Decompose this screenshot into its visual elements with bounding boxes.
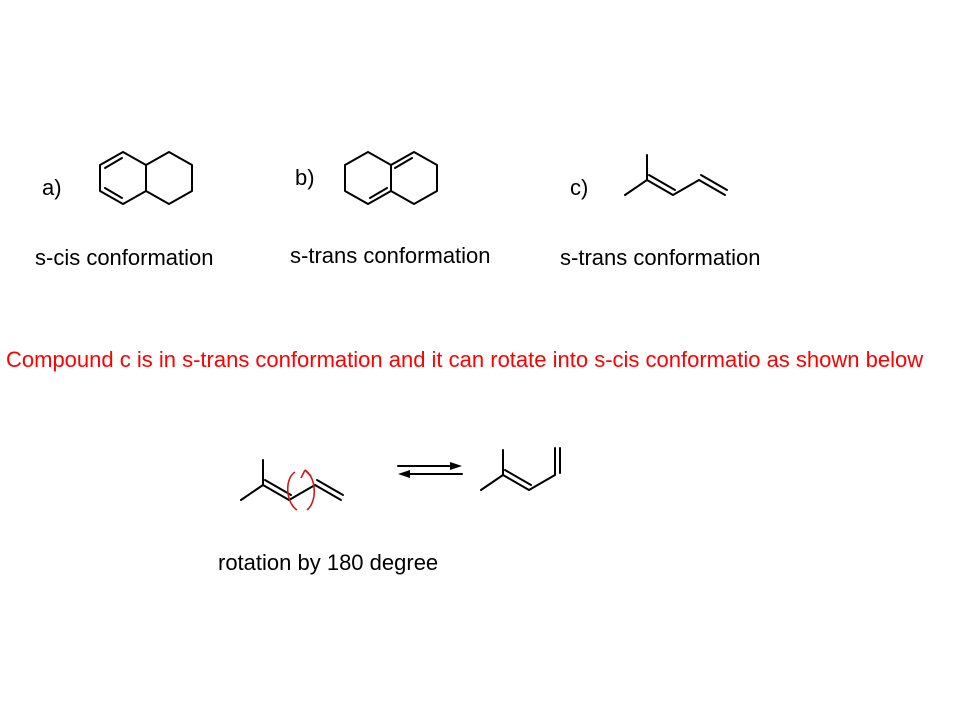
caption-c: s-trans conformation [560,245,761,271]
structure-rotation-right [465,430,625,520]
explanation-text: Compound c is in s-trans conformation an… [6,347,923,373]
rotation-caption: rotation by 180 degree [218,550,438,576]
label-c: c) [570,175,588,201]
structure-b [320,130,470,230]
caption-b: s-trans conformation [290,243,491,269]
equilibrium-arrow [390,455,470,485]
caption-a: s-cis conformation [35,245,214,271]
structure-rotation-left [225,440,385,530]
structure-a [75,130,225,230]
label-a: a) [42,175,62,201]
structure-c [605,140,775,220]
label-b: b) [295,165,315,191]
